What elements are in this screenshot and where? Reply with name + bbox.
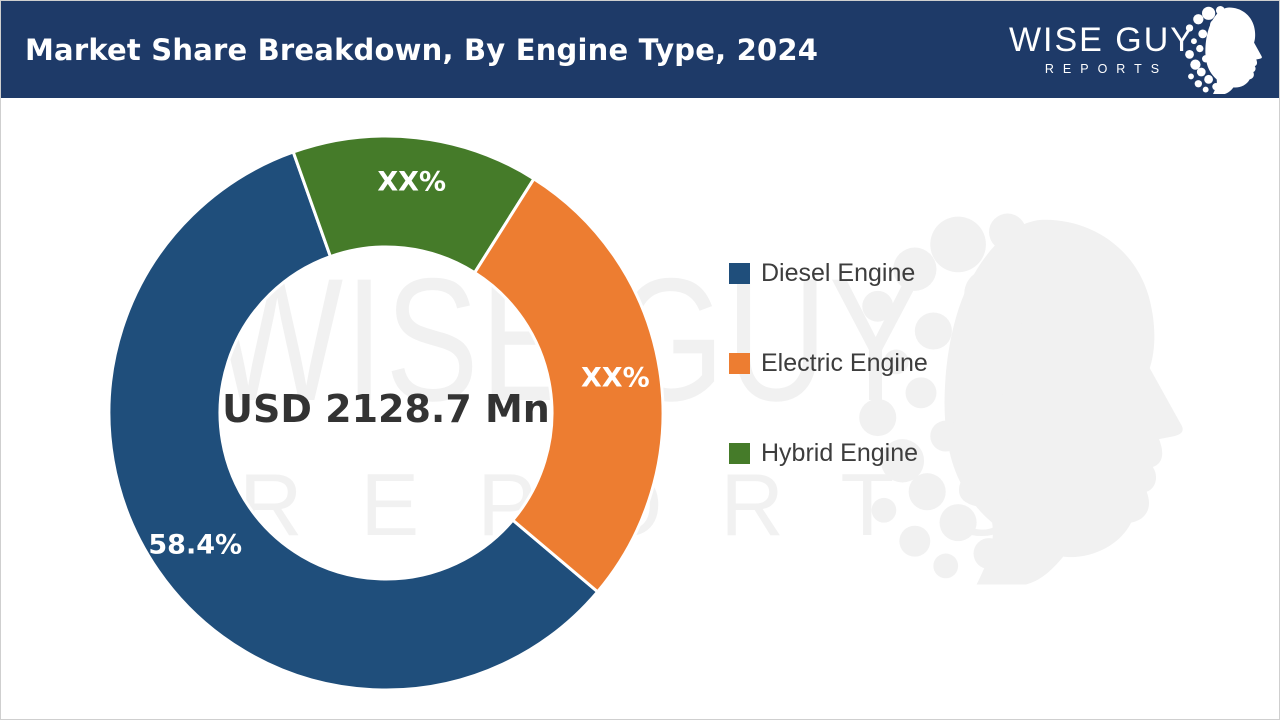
logo-text: WISE GUY REPORTS bbox=[1009, 23, 1195, 76]
header-bar: Market Share Breakdown, By Engine Type, … bbox=[1, 1, 1279, 98]
donut-chart bbox=[107, 134, 665, 692]
legend-item-diesel-engine: Diesel Engine bbox=[729, 259, 915, 288]
legend-item-hybrid-engine: Hybrid Engine bbox=[729, 439, 918, 468]
legend-label: Electric Engine bbox=[761, 349, 928, 377]
logo-brand-name: WISE GUY bbox=[1008, 21, 1195, 60]
donut-segment-hybrid-engine bbox=[291, 134, 536, 275]
donut-segment-diesel-engine bbox=[107, 150, 600, 692]
watermark-head-graphic bbox=[859, 213, 1183, 585]
legend-swatch-electric bbox=[729, 353, 750, 374]
wise-guy-reports-logo: WISE GUY REPORTS bbox=[1009, 5, 1265, 94]
segment-value-label-diesel-engine: 58.4% bbox=[148, 529, 243, 561]
segment-value-label-electric-engine: XX% bbox=[580, 362, 650, 394]
chart-center-value: USD 2128.7 Mn bbox=[222, 387, 550, 431]
legend-label: Hybrid Engine bbox=[761, 439, 919, 467]
legend-item-electric-engine: Electric Engine bbox=[729, 349, 928, 378]
legend-swatch-diesel bbox=[729, 263, 750, 284]
donut-segment-electric-engine bbox=[473, 177, 665, 594]
logo-reports-label: REPORTS bbox=[1044, 62, 1169, 77]
legend-swatch-hybrid bbox=[729, 443, 750, 464]
segment-value-label-hybrid-engine: XX% bbox=[377, 166, 447, 198]
page-title: Market Share Breakdown, By Engine Type, … bbox=[25, 32, 819, 67]
logo-head-icon bbox=[1185, 5, 1262, 94]
legend-label: Diesel Engine bbox=[761, 259, 916, 287]
